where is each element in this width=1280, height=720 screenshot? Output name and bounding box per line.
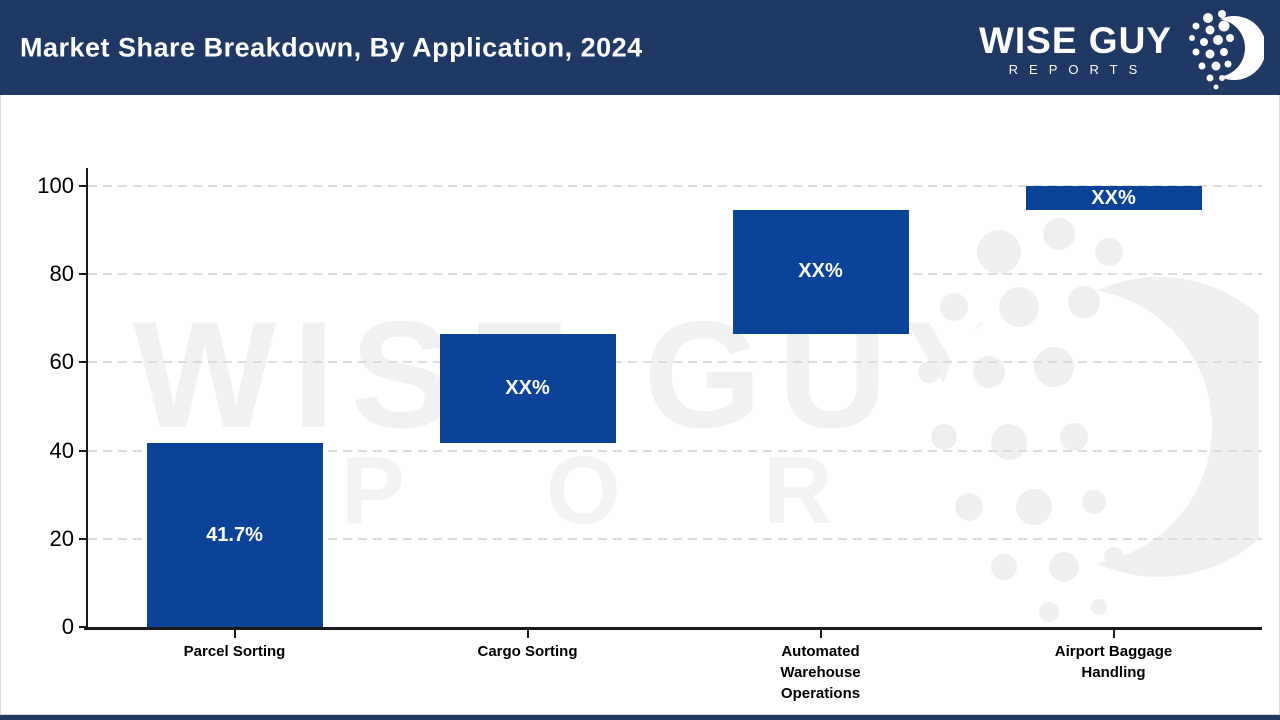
- y-tick-label-40: 40: [49, 437, 74, 463]
- gridline-20: [88, 537, 1262, 540]
- x-label-cargo-sorting: Cargo Sorting: [477, 643, 578, 660]
- gridline-80: [88, 273, 1262, 276]
- page-title: Market Share Breakdown, By Application, …: [20, 32, 643, 62]
- gridline-40: [88, 449, 1262, 452]
- footer-bar: [0, 714, 1280, 720]
- y-axis-line: [86, 168, 88, 629]
- x-tick-mark-automated-warehouse-operations: [819, 630, 822, 638]
- logo-text: WISE GUY REPORTS: [979, 22, 1172, 77]
- header-banner: Market Share Breakdown, By Application, …: [0, 0, 1280, 95]
- y-tick-label-20: 20: [49, 525, 74, 551]
- bar-value-label: XX%: [1091, 186, 1136, 209]
- x-tick-mark-airport-baggage-handling: [1112, 630, 1115, 638]
- y-tick-label-100: 100: [37, 173, 74, 198]
- x-tick-mark-cargo-sorting: [526, 630, 529, 638]
- y-tick-label-80: 80: [49, 261, 74, 287]
- bar-value-label: XX%: [505, 376, 550, 399]
- x-tick-mark-parcel-sorting: [233, 630, 236, 638]
- dotted-head-icon: [1187, 10, 1264, 90]
- gridline-60: [88, 361, 1262, 364]
- bar-value-label: 41.7%: [206, 523, 263, 546]
- y-tick-mark-20: [79, 537, 86, 540]
- gridline-100: [88, 185, 1262, 187]
- watermark-text-line2: P O R T S: [341, 437, 1280, 544]
- bar-automated-warehouse-operations: XX%: [732, 210, 909, 334]
- y-tick-label-0: 0: [61, 614, 74, 639]
- y-tick-mark-40: [79, 449, 86, 452]
- x-label-parcel-sorting: Parcel Sorting: [183, 643, 286, 660]
- y-tick-label-60: 60: [49, 349, 74, 375]
- logo-subtitle: REPORTS: [1008, 62, 1149, 77]
- y-tick-mark-80: [79, 273, 86, 276]
- x-label-automated-warehouse-operations: Automated Warehouse Operations: [780, 643, 861, 702]
- wise-guy-reports-logo: WISE GUY REPORTS: [979, 6, 1264, 90]
- logo-wordmark: WISE GUY: [978, 20, 1172, 61]
- bar-airport-baggage-handling: XX%: [1025, 186, 1202, 211]
- bar-value-label: XX%: [798, 260, 843, 283]
- x-axis-line: [84, 627, 1262, 630]
- bar-cargo-sorting: XX%: [439, 333, 616, 444]
- bar-parcel-sorting: 41.7%: [146, 443, 323, 627]
- y-tick-mark-60: [79, 361, 86, 364]
- y-tick-mark-0: [79, 626, 86, 628]
- x-label-airport-baggage-handling: Airport Baggage Handling: [1054, 643, 1173, 681]
- y-tick-mark-100: [79, 185, 86, 187]
